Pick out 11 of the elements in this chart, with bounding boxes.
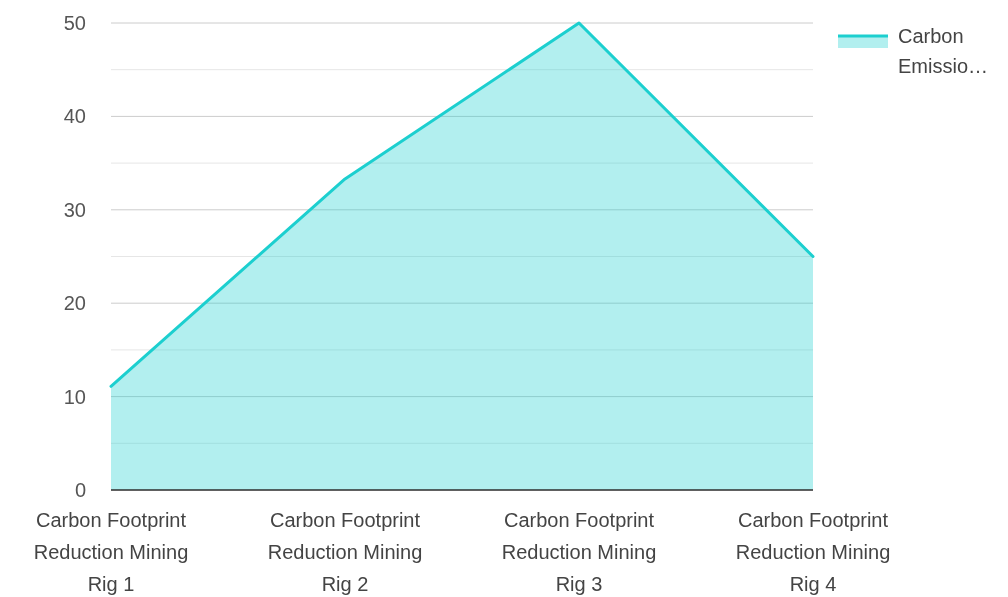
y-tick-label: 40 xyxy=(63,105,86,128)
legend-label: Carbon Emissio… xyxy=(898,25,989,77)
x-tick-label: Carbon Footprint Reduction Mining Rig 2 xyxy=(267,509,423,595)
y-tick-label: 0 xyxy=(74,479,86,501)
y-tick-label: 20 xyxy=(63,292,86,315)
x-tick-label: Carbon Footprint Reduction Mining Rig 4 xyxy=(735,509,891,595)
y-tick-label: 10 xyxy=(63,385,86,408)
x-tick-label: Carbon Footprint Reduction Mining Rig 3 xyxy=(501,509,657,595)
y-tick-label: 50 xyxy=(63,12,86,34)
y-tick-label: 30 xyxy=(63,198,86,221)
x-tick-label: Carbon Footprint Reduction Mining Rig 1 xyxy=(33,509,189,595)
